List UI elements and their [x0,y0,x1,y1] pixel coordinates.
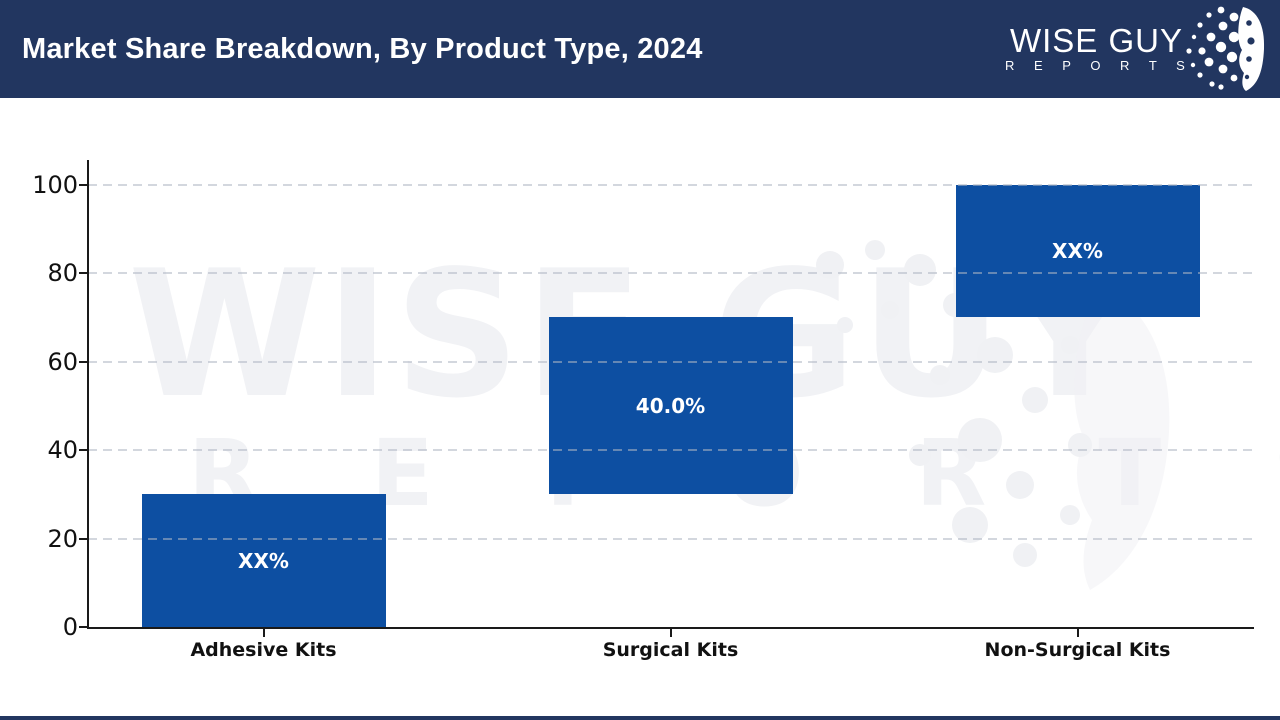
y-tick-mark [79,360,87,363]
x-tick-mark-adhesive-kits [262,629,265,637]
gridline-40 [88,449,1253,452]
y-tick-label: 60 [47,347,78,376]
y-tick-mark [79,183,87,186]
y-tick-mark [79,449,87,452]
bar-adhesive-kits [141,494,386,627]
x-category-label-non-surgical-kits: Non-Surgical Kits [984,639,1171,661]
bar-surgical-kits [548,317,793,495]
y-tick-mark [79,626,87,628]
gridline-80 [88,272,1253,275]
x-axis-line [87,627,1254,629]
logo-wordmark: WISE GUY [1009,22,1183,59]
y-tick-mark [79,537,87,540]
bar-value-label-adhesive-kits: XX% [238,548,289,573]
x-tick-mark-surgical-kits [669,629,672,637]
page-title: Market Share Breakdown, By Product Type,… [22,33,703,65]
bar-value-label-non-surgical-kits: XX% [1052,239,1103,264]
gridline-20 [88,537,1253,540]
x-category-label-surgical-kits: Surgical Kits [602,639,739,661]
gridline-100 [88,183,1253,186]
y-tick-label: 80 [47,259,78,288]
y-tick-label: 40 [47,436,78,465]
footer-bar [0,716,1280,720]
y-tick-mark [79,272,87,275]
wiseguy-logo: WISE GUY R E P O R T S [1005,0,1270,98]
logo-subtext: R E P O R T S [1005,58,1193,73]
logo-head-icon [1186,6,1265,91]
bar-value-label-surgical-kits: 40.0% [635,393,706,418]
gridline-60 [88,360,1253,363]
x-category-label-adhesive-kits: Adhesive Kits [190,639,337,661]
y-tick-label: 20 [47,524,78,553]
y-tick-label: 100 [32,170,78,199]
y-tick-label: 0 [62,613,78,641]
header-bar: Market Share Breakdown, By Product Type,… [0,0,1280,98]
bar-non-surgical-kits [955,184,1200,318]
x-tick-mark-non-surgical-kits [1076,629,1079,637]
y-axis-line [87,160,89,629]
